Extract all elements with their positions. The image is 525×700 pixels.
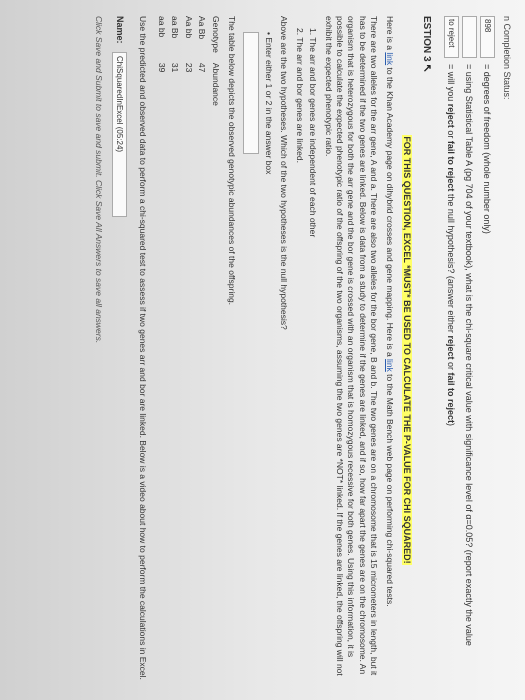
links-paragraph: Here is a link to the Khan Academy page … bbox=[383, 16, 394, 684]
main-paragraph: There are two alleles for the arr gene, … bbox=[322, 16, 379, 684]
crit-label: = using Statistical Table A (pg 704 of y… bbox=[463, 64, 475, 646]
abund-header: Abundance bbox=[208, 63, 221, 116]
table-row: aa Bb 31 bbox=[168, 16, 181, 116]
hypothesis-question: Above are the two hypotheses. Which of t… bbox=[278, 16, 289, 684]
completion-status: n Completion Status: bbox=[501, 16, 513, 684]
geno-cell: aa bb bbox=[154, 16, 167, 63]
table-row: Genotype Abundance bbox=[208, 16, 221, 116]
crit-input[interactable] bbox=[462, 16, 477, 58]
name-label: Name: bbox=[115, 16, 125, 44]
geno-cell: Aa bb bbox=[181, 16, 194, 63]
abund-cell: 23 bbox=[181, 63, 194, 116]
hypothesis-2: 2. The arr and bor genes are linked. bbox=[293, 28, 304, 684]
footer-instruction: Click Save and Submit to save and submit… bbox=[92, 16, 103, 684]
name-row: Name: ChiSquaredInExcel (05:24) bbox=[112, 16, 127, 684]
table-row: Aa Bb 47 bbox=[195, 16, 208, 116]
df-label: = degrees of freedom (whole number only) bbox=[481, 64, 493, 234]
df-row: 898 = degrees of freedom (whole number o… bbox=[480, 16, 495, 684]
table-row: Aa bb 23 bbox=[181, 16, 194, 116]
khan-link[interactable]: link bbox=[385, 52, 395, 65]
chi-squared-instruction: Use the predicted and observed data to p… bbox=[137, 16, 148, 684]
reject-label: = will you reject or fail to reject the … bbox=[445, 64, 457, 426]
cursor-icon: ↖ bbox=[421, 64, 433, 73]
hypothesis-answer-input[interactable] bbox=[243, 32, 259, 154]
genotype-table: Genotype Abundance Aa Bb 47 Aa bb 23 aa … bbox=[154, 16, 221, 116]
name-value: ChiSquaredInExcel (05:24) bbox=[112, 52, 127, 217]
reject-row: to reject = will you reject or fail to r… bbox=[444, 16, 459, 684]
hypothesis-1: 1. The arr and bor genes are independent… bbox=[307, 28, 318, 684]
geno-header: Genotype bbox=[208, 16, 221, 63]
mathbench-link[interactable]: link bbox=[385, 359, 395, 372]
question-heading: ESTION 3↖ bbox=[419, 16, 434, 684]
abund-cell: 39 bbox=[154, 63, 167, 116]
crit-row: = using Statistical Table A (pg 704 of y… bbox=[462, 16, 477, 684]
hypotheses-list: 1. The arr and bor genes are independent… bbox=[293, 28, 318, 684]
table-row: aa bb 39 bbox=[154, 16, 167, 116]
df-input[interactable]: 898 bbox=[480, 16, 495, 58]
enter-instruction: • Enter either 1 or 2 in the answer box bbox=[262, 32, 273, 684]
geno-cell: Aa Bb bbox=[195, 16, 208, 63]
abund-cell: 47 bbox=[195, 63, 208, 116]
reject-input[interactable]: to reject bbox=[444, 16, 459, 58]
highlight-instruction: FOR THIS QUESTION, EXCEL *MUST* BE USED … bbox=[401, 16, 413, 684]
geno-cell: aa Bb bbox=[168, 16, 181, 63]
table-caption: The table below depicts the observed gen… bbox=[226, 16, 237, 684]
abund-cell: 31 bbox=[168, 63, 181, 116]
